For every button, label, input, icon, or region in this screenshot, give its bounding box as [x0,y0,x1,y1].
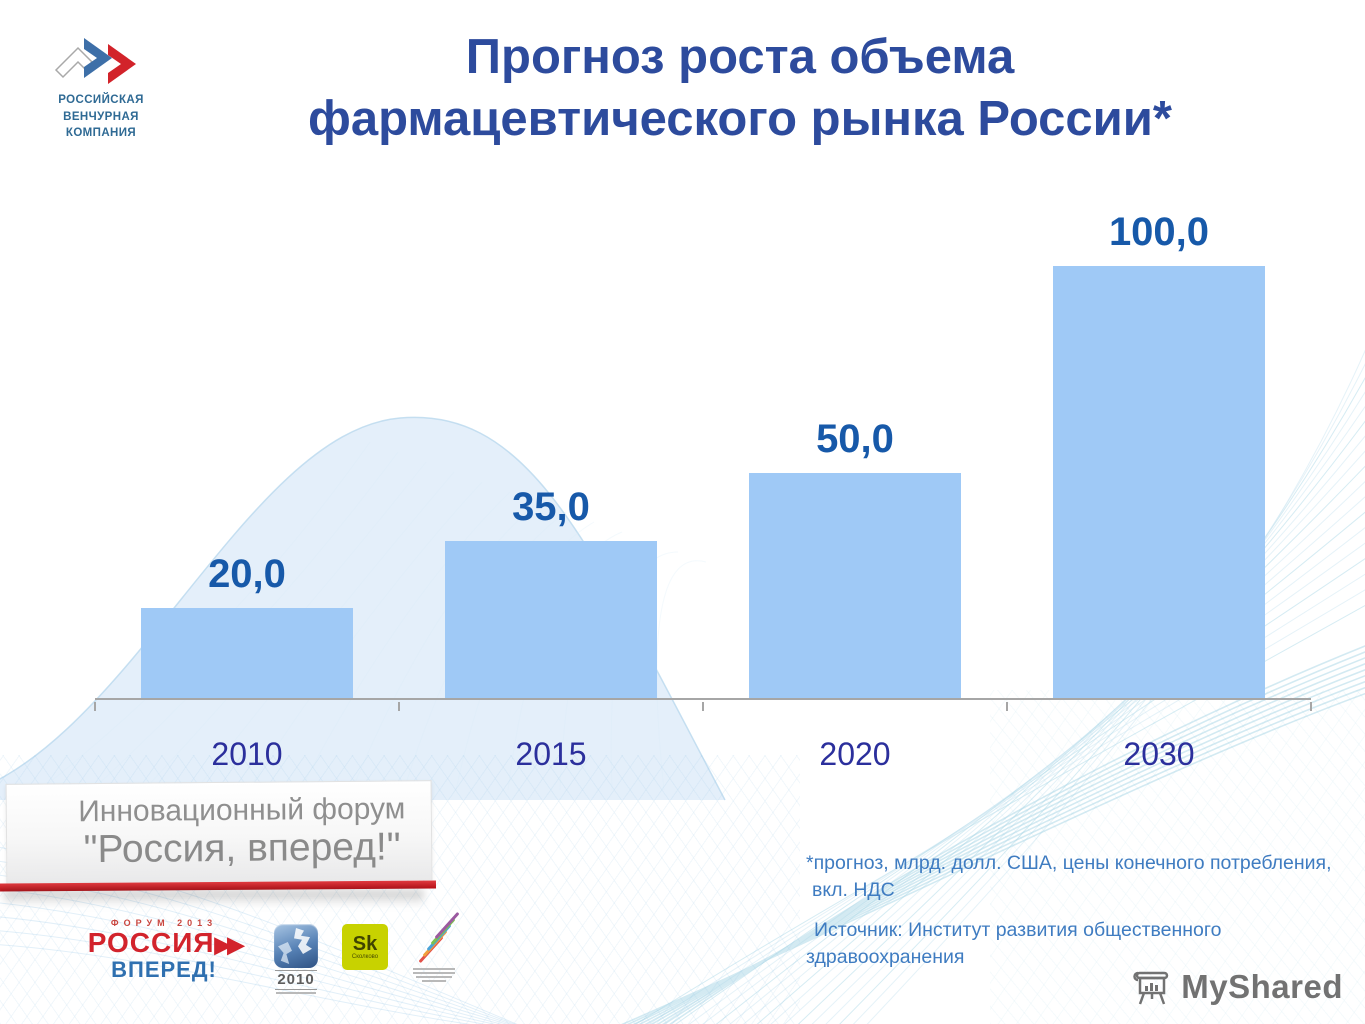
bar-chart: 20,0 35,0 50,0 100,0 2010 2015 2020 2030 [94,210,1312,773]
footnote-forecast: *прогноз, млрд. долл. США, цены конечног… [806,852,1332,902]
partner-logos: ФОРУМ 2013 РОССИЯ▶▶ ВПЕРЕД! 2010 Sk Скол… [78,911,460,994]
decorative-line [413,968,455,970]
rvc-logo-line1: РОССИЙСКАЯ ВЕНЧУРНАЯ [58,94,144,123]
bar-value-label: 35,0 [512,485,590,529]
axis-tick [702,702,704,711]
year-2010-label: 2010 [275,970,317,990]
rvc-logo-text: РОССИЙСКАЯ ВЕНЧУРНАЯ КОМПАНИЯ [22,92,180,142]
title-line1: Прогноз роста объема [465,30,1015,84]
forum-banner-card: Инновационный форум "Россия, вперед!" [5,780,433,884]
decorative-line [422,980,446,982]
background-wave-mountain [0,417,725,800]
year-2010-logo: 2010 [274,918,318,994]
category-label-2030: 2030 [1123,736,1195,772]
decorative-line [413,972,455,974]
rainbow-strokes-icon [412,911,460,966]
banner-shadow [4,890,424,906]
footnote-source: Источник: Институт развития общественног… [806,918,1222,968]
bar-value-label: 20,0 [208,552,286,596]
bar-value-label: 100,0 [1108,210,1210,254]
sk-sub-label: Сколково [351,954,379,960]
bar-column-2030: 100,0 [1007,210,1311,698]
myshared-label: MyShared [1181,968,1343,1005]
slide-title: Прогноз роста объема фармацевтического р… [120,26,1360,150]
rossiya-label: РОССИЯ▶▶ [78,928,250,957]
rvc-chevrons-icon [54,38,136,84]
bar-2020 [749,473,961,698]
bar-2015 [445,541,657,698]
axis-tick [1006,702,1008,711]
rvc-logo: РОССИЙСКАЯ ВЕНЧУРНАЯ КОМПАНИЯ [22,34,180,142]
forum-banner-line1: Инновационный форум [78,791,406,828]
axis-tick [94,702,96,711]
footnotes: *прогноз, млрд. долл. США, цены конечног… [806,850,1334,971]
myshared-watermark: MyShared [1131,966,1343,1008]
rossiya-vpered-logo: ФОРУМ 2013 РОССИЯ▶▶ ВПЕРЕД! [78,918,250,983]
forum-year-label: ФОРУМ 2013 [110,918,218,928]
bar-column-2015: 35,0 [399,210,703,698]
forward-arrows-icon: ▶▶ [214,932,244,957]
bar-2030 [1053,266,1265,698]
forum-banner-line2: "Россия, вперед!" [83,824,401,871]
sk-label: Sk [352,933,378,955]
crosshatch-pattern-right [990,690,1365,1024]
bar-column-2020: 50,0 [703,210,1007,698]
rvc-logo-line2: КОМПАНИЯ [65,127,137,140]
bar-value-label: 50,0 [816,417,894,461]
skolkovo-logo: Sk Сколково [342,918,388,970]
decorative-line [276,992,316,994]
category-label-2015: 2015 [515,736,587,772]
title-line2: фармацевтического рынка России* [308,92,1172,147]
category-label-2020: 2020 [819,736,891,772]
bar-column-2010: 20,0 [95,210,399,698]
forum-banner: Инновационный форум "Россия, вперед!" [0,780,440,906]
axis-tick [398,702,400,711]
category-axis: 2010 2015 2020 2030 [95,700,1311,773]
skolkovo-icon: Sk Сколково [342,924,388,970]
partner-rainbow-logo [412,911,460,982]
bar-2010 [141,608,353,698]
vpered-label: ВПЕРЕД! [111,957,217,983]
rossiya-text: РОССИЯ [87,927,215,958]
decorative-line [416,976,452,978]
flipchart-icon [1133,971,1169,1005]
plot-area: 20,0 35,0 50,0 100,0 [95,210,1311,700]
year-2010-icon [274,924,318,968]
axis-tick [1310,702,1312,711]
category-label-2010: 2010 [211,736,283,772]
